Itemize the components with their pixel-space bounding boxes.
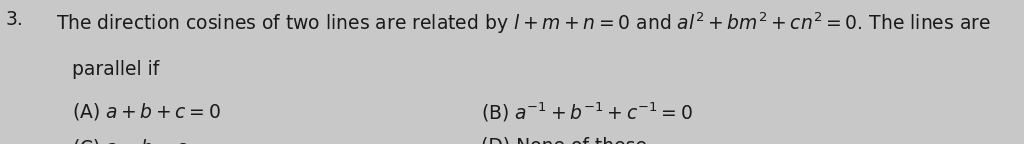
Text: (D) None of these: (D) None of these bbox=[481, 137, 647, 144]
Text: (B) $a^{-1}+b^{-1}+c^{-1}=0$: (B) $a^{-1}+b^{-1}+c^{-1}=0$ bbox=[481, 101, 693, 124]
Text: 3.: 3. bbox=[5, 10, 23, 29]
Text: (C) $a=b=c$: (C) $a=b=c$ bbox=[72, 137, 186, 144]
Text: The direction cosines of two lines are related by $l+m+n=0$ and $al^2+bm^2+cn^2=: The direction cosines of two lines are r… bbox=[56, 10, 991, 36]
Text: parallel if: parallel if bbox=[72, 60, 159, 79]
Text: (A) $a+b+c=0$: (A) $a+b+c=0$ bbox=[72, 101, 220, 122]
